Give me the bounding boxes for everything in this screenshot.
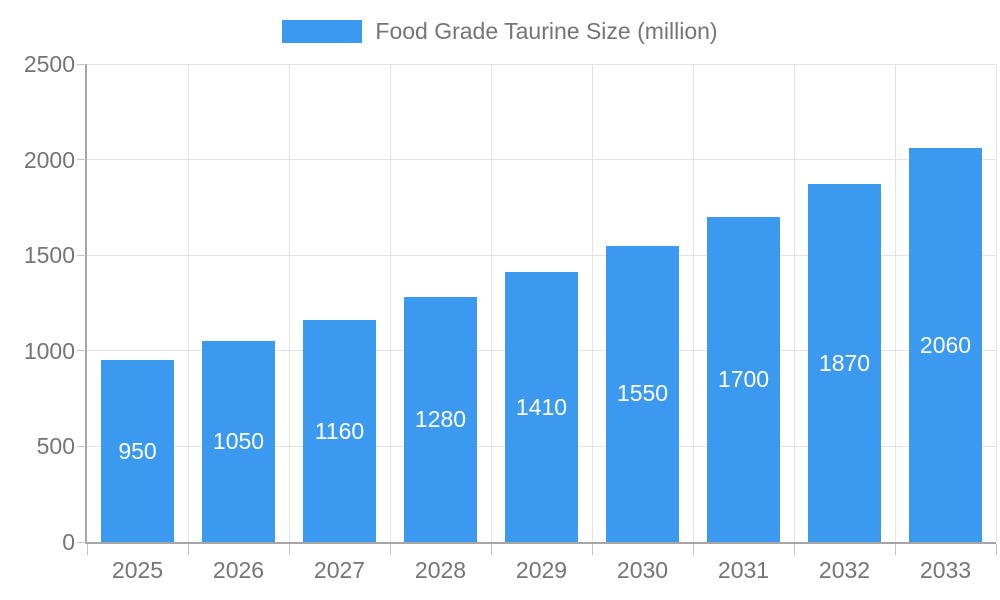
x-tick-mark — [793, 544, 795, 555]
vertical-gridline — [894, 64, 896, 542]
x-tick-label: 2030 — [616, 557, 669, 583]
y-axis-labels: 0 500 1000 1500 2000 2500 — [0, 51, 75, 555]
x-axis-line — [85, 542, 996, 544]
horizontal-gridline — [87, 159, 996, 161]
x-tick-mark — [894, 544, 896, 555]
vertical-gridline — [288, 64, 290, 542]
y-tick-mark — [77, 445, 86, 447]
bar-2031[interactable]: 1700 — [707, 216, 780, 542]
y-tick-mark — [77, 350, 86, 352]
x-axis-labels: 2025 2026 2027 2028 2029 2030 2031 2032 2033 — [87, 556, 996, 588]
bar-value-label: 950 — [118, 437, 157, 464]
legend-swatch[interactable] — [282, 20, 363, 43]
horizontal-gridline — [87, 63, 996, 65]
x-tick-label: 2033 — [919, 557, 972, 583]
vertical-gridline — [490, 64, 492, 542]
y-tick-mark — [77, 254, 86, 256]
bar-value-label: 1700 — [717, 365, 770, 392]
x-tick-label: 2031 — [717, 557, 770, 583]
bar-2030[interactable]: 1550 — [606, 245, 679, 542]
x-tick-label: 2026 — [212, 557, 265, 583]
x-tick-mark — [187, 544, 189, 555]
y-tick-mark — [77, 159, 86, 161]
legend-label[interactable]: Food Grade Taurine Size (million) — [375, 18, 718, 44]
vertical-gridline — [187, 64, 189, 542]
y-tick-label: 2500 — [23, 51, 75, 77]
bar-value-label: 1280 — [414, 406, 467, 433]
vertical-gridline — [793, 64, 795, 542]
bar-2032[interactable]: 1870 — [808, 184, 881, 542]
x-tick-mark — [288, 544, 290, 555]
y-axis-line — [85, 64, 87, 542]
bar-2026[interactable]: 1050 — [202, 341, 275, 542]
bar-value-label: 1160 — [314, 417, 365, 444]
bar-value-label: 1550 — [616, 380, 669, 407]
chart-legend[interactable]: Food Grade Taurine Size (million) — [0, 18, 1000, 45]
y-tick-label: 0 — [62, 529, 75, 555]
bar-2028[interactable]: 1280 — [404, 297, 477, 542]
bar-value-label: 1410 — [515, 393, 568, 420]
x-tick-mark — [995, 544, 997, 555]
x-tick-label: 2028 — [414, 557, 467, 583]
x-tick-mark — [86, 544, 88, 555]
vertical-gridline — [389, 64, 391, 542]
bar-value-label: 2060 — [919, 331, 972, 358]
bar-2027[interactable]: 1160 — [303, 320, 376, 542]
y-tick-mark — [77, 63, 86, 65]
x-tick-label: 2029 — [515, 557, 568, 583]
vertical-gridline — [995, 64, 997, 542]
x-tick-label: 2032 — [818, 557, 871, 583]
bar-value-label: 1050 — [212, 428, 265, 455]
bar-2029[interactable]: 1410 — [505, 272, 578, 542]
bar-2033[interactable]: 2060 — [909, 148, 982, 542]
vertical-gridline — [692, 64, 694, 542]
horizontal-gridline — [87, 254, 996, 256]
y-tick-label: 1000 — [23, 337, 75, 364]
bar-series: 950 1050 1160 1280 1410 1550 1700 1870 2060 — [87, 64, 996, 542]
vertical-gridline — [591, 64, 593, 542]
x-tick-mark — [692, 544, 694, 555]
y-tick-label: 1500 — [23, 242, 75, 269]
x-tick-label: 2025 — [111, 557, 164, 583]
x-tick-label: 2027 — [313, 557, 366, 583]
y-tick-label: 500 — [36, 433, 75, 460]
y-tick-label: 2000 — [23, 146, 75, 173]
x-tick-mark — [490, 544, 492, 555]
bar-value-label: 1870 — [818, 349, 871, 376]
y-tick-mark — [77, 541, 86, 543]
bar-2025[interactable]: 950 — [101, 360, 174, 542]
x-tick-mark — [591, 544, 593, 555]
x-tick-mark — [389, 544, 391, 555]
